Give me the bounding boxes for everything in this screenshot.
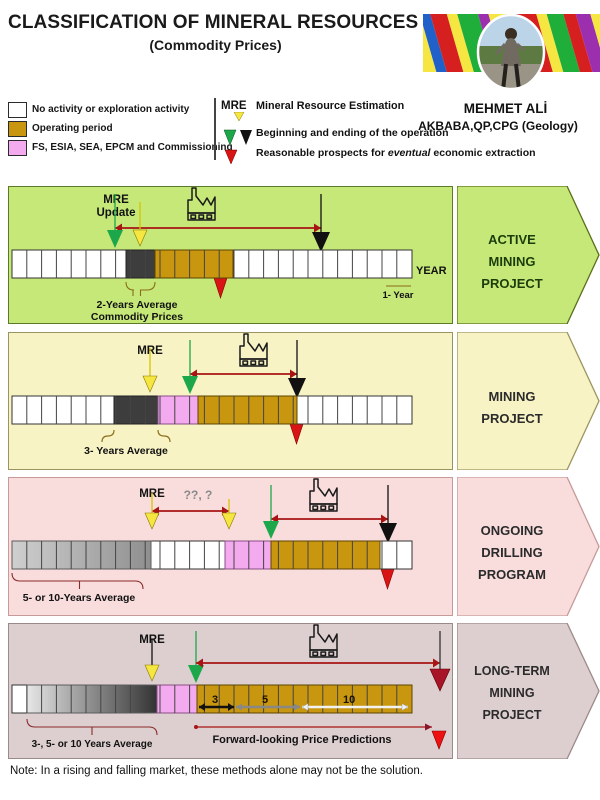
svg-text:PROGRAM: PROGRAM [478, 567, 546, 582]
svg-text:MINING: MINING [489, 389, 536, 404]
svg-text:Commodity Prices: Commodity Prices [91, 311, 183, 323]
svg-text:PROJECT: PROJECT [481, 411, 542, 426]
svg-text:LONG-TERM: LONG-TERM [474, 664, 550, 678]
svg-text:10: 10 [343, 694, 355, 706]
svg-text:DRILLING: DRILLING [481, 545, 542, 560]
svg-text:5: 5 [262, 694, 268, 706]
svg-text:Forward-looking Price Predicti: Forward-looking Price Predictions [212, 734, 391, 746]
svg-text:3-, 5- or 10 Years Average: 3-, 5- or 10 Years Average [32, 739, 153, 750]
svg-text:PROJECT: PROJECT [481, 276, 542, 291]
svg-text:3: 3 [212, 694, 218, 706]
svg-text:YEAR: YEAR [416, 265, 447, 277]
svg-text:Update: Update [97, 207, 136, 219]
svg-text:??, ?: ??, ? [184, 488, 213, 502]
svg-text:MRE: MRE [103, 194, 129, 206]
svg-text:PROJECT: PROJECT [482, 708, 541, 722]
svg-text:1- Year: 1- Year [383, 290, 414, 301]
svg-text:MINING: MINING [489, 686, 534, 700]
svg-text:MINING: MINING [489, 254, 536, 269]
svg-text:5- or 10-Years Average: 5- or 10-Years Average [23, 592, 136, 604]
svg-text:3- Years Average: 3- Years Average [84, 445, 168, 457]
svg-text:ONGOING: ONGOING [481, 523, 544, 538]
svg-text:2-Years Average: 2-Years Average [97, 299, 178, 311]
svg-text:ACTIVE: ACTIVE [488, 232, 536, 247]
